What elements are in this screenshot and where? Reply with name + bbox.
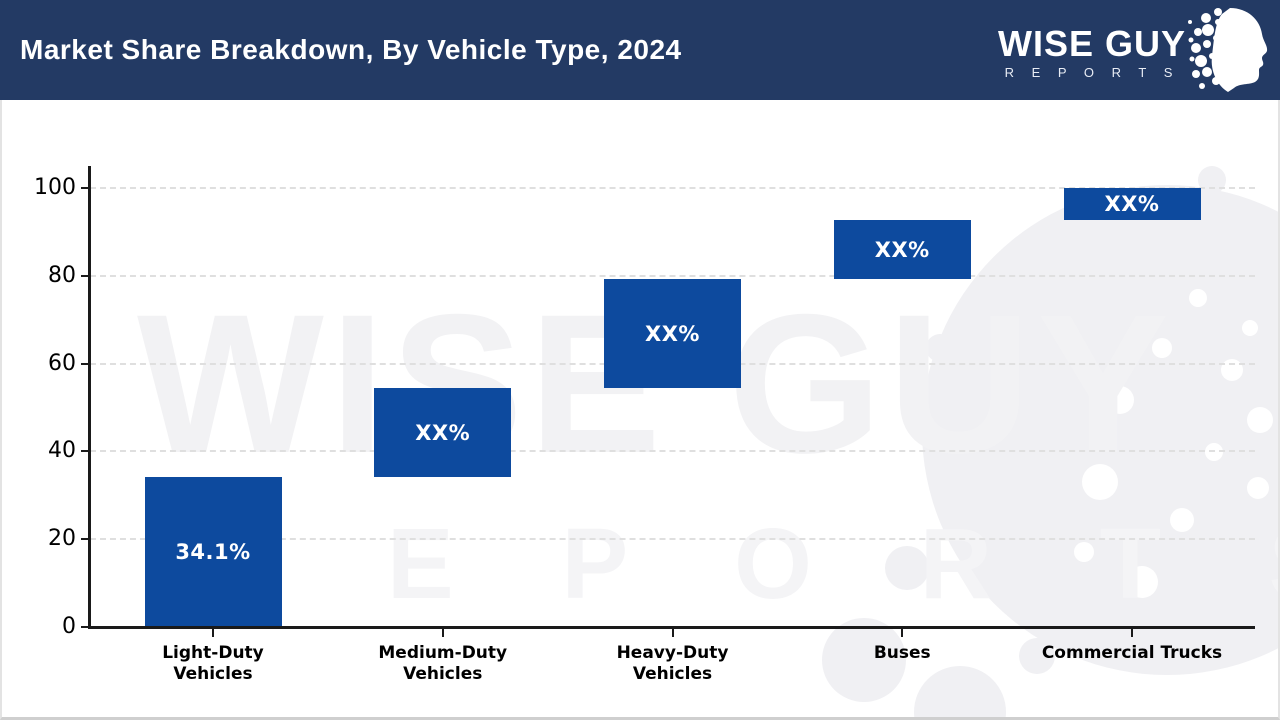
x-category-label-line: Medium-Duty (378, 643, 508, 663)
x-category-label: Light-Duty Vehicles (93, 643, 333, 685)
x-category-label: Commercial Trucks (1012, 643, 1252, 664)
x-category-label: Medium-Duty Vehicles (323, 643, 563, 685)
y-tick-label-20: 20 (48, 526, 76, 552)
x-category-label-line: Vehicles (403, 664, 483, 684)
chart-canvas: WISE GUY R E P O R T S 0 20 40 60 80 100 34.1%… (0, 100, 1280, 720)
y-tick-label-100: 100 (34, 175, 76, 200)
y-tick-0 (81, 626, 90, 628)
gridline-40 (90, 450, 1255, 453)
x-category-label-line: Vehicles (632, 664, 713, 684)
logo-text: WISE GUY R E P O R T S (997, 22, 1186, 80)
x-category-label-line: Buses (873, 643, 931, 663)
x-category-label-line: Heavy-Duty (616, 643, 729, 663)
y-tick-60 (81, 362, 90, 365)
y-tick-80 (81, 274, 90, 277)
bar-buses: XX% (833, 220, 971, 280)
logo-head-icon (1188, 8, 1268, 92)
y-tick-label-60: 60 (48, 350, 76, 376)
bar-heavy-duty-vehicles: XX% (604, 279, 741, 388)
header-bar: Market Share Breakdown, By Vehicle Type,… (0, 0, 1280, 100)
bar-value-label: XX% (645, 321, 700, 346)
x-axis-line (88, 626, 1255, 629)
x-tick-3 (901, 629, 904, 637)
bar-value-label: 34.1% (175, 540, 251, 565)
x-tick-2 (671, 629, 674, 637)
gridline-80 (90, 274, 1255, 277)
y-tick-20 (81, 538, 90, 541)
x-category-label: Buses (782, 643, 1022, 664)
wise-guy-logo: WISE GUY R E P O R T S (998, 0, 1274, 100)
page-title: Market Share Breakdown, By Vehicle Type,… (20, 34, 682, 65)
y-tick-40 (81, 450, 90, 453)
bar-value-label: XX% (1104, 192, 1160, 217)
x-category-label-line: Light-Duty (162, 643, 264, 663)
logo-wordmark: WISE GUY (997, 22, 1186, 64)
y-axis-line (88, 166, 91, 629)
bar-value-label: XX% (415, 420, 471, 445)
x-tick-0 (212, 629, 214, 637)
bar-value-label: XX% (874, 237, 930, 262)
y-tick-label-0: 0 (62, 614, 76, 639)
x-tick-1 (441, 629, 444, 637)
logo-subtitle: R E P O R T S (1004, 64, 1180, 80)
bar-medium-duty-vehicles: XX% (374, 387, 512, 478)
bar-commercial-trucks: XX% (1063, 188, 1201, 221)
gridline-100 (90, 187, 1255, 189)
bar-light-duty-vehicles: 34.1% (144, 477, 282, 627)
x-category-label-line: Vehicles (173, 664, 253, 684)
y-tick-label-80: 80 (48, 262, 76, 288)
y-tick-label-40: 40 (48, 438, 76, 464)
x-category-label: Heavy-Duty Vehicles (553, 643, 793, 685)
watermark-line2: R E P O R T S (207, 508, 1278, 620)
gridline-20 (90, 538, 1255, 541)
x-tick-4 (1131, 629, 1133, 637)
x-category-label-line: Commercial Trucks (1041, 643, 1223, 663)
y-tick-100 (81, 187, 90, 189)
